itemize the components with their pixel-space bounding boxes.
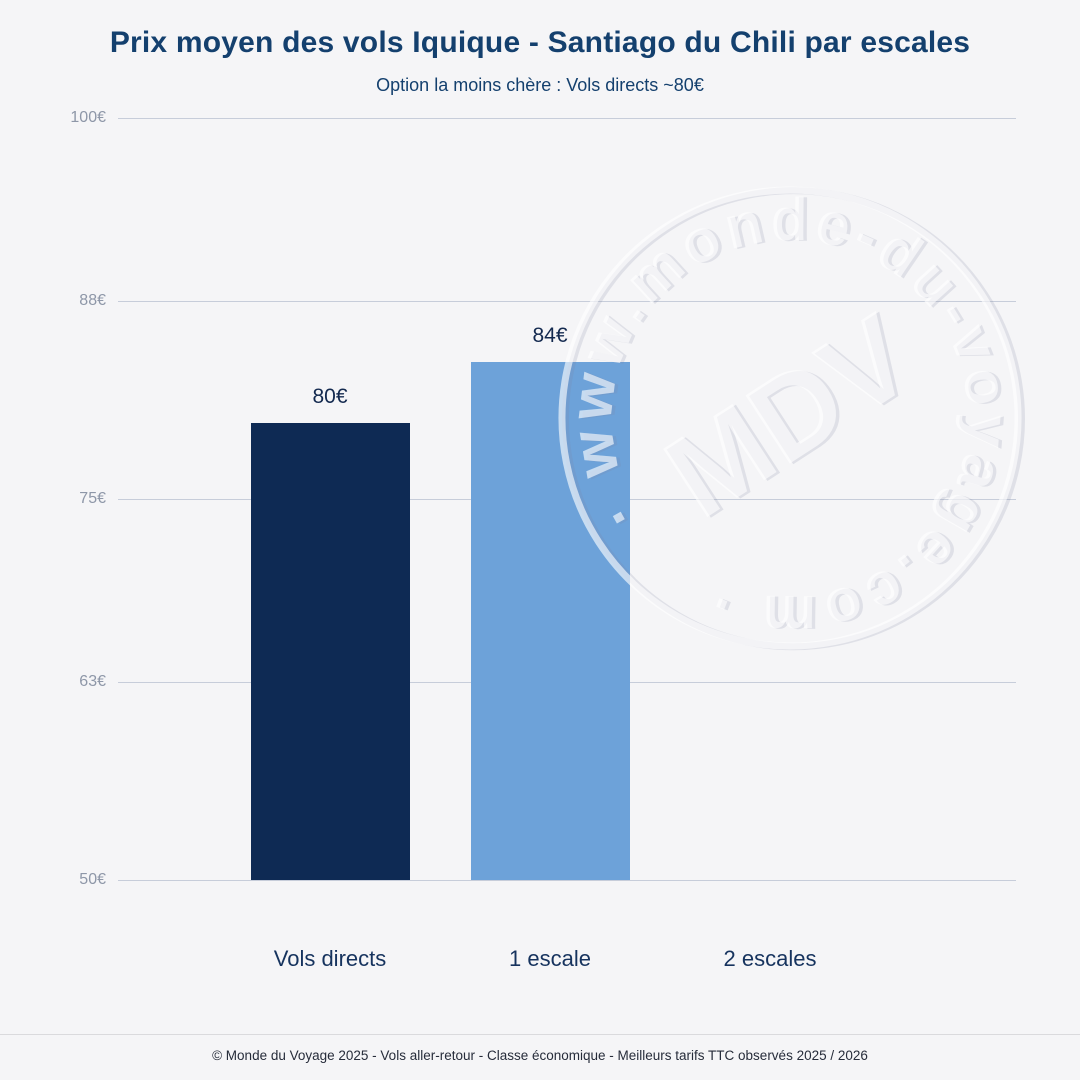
chart-subtitle: Option la moins chère : Vols directs ~80… — [376, 75, 704, 95]
y-axis-tick-label: 100€ — [70, 109, 106, 126]
plot-area: 100€ 88€ 75€ 63€ 50€ 80€ 84€ — [70, 109, 1016, 888]
y-axis-tick-label: 50€ — [79, 871, 106, 888]
x-axis-category-label: 1 escale — [509, 946, 591, 971]
gridline — [118, 118, 1016, 119]
y-axis-tick-label: 88€ — [79, 291, 106, 309]
chart-title: Prix moyen des vols Iquique - Santiago d… — [109, 26, 971, 59]
bar-value-label: 80€ — [312, 384, 348, 408]
footer-text: © Monde du Voyage 2025 - Vols aller-reto… — [212, 1048, 868, 1063]
bar — [250, 422, 410, 880]
gridline — [118, 300, 1016, 302]
x-axis-category-label: Vols directs — [273, 946, 387, 971]
bar — [470, 361, 630, 880]
footer-divider — [0, 1034, 1080, 1035]
x-axis-category-row: Vols directs 1 escale 2 escales — [0, 946, 1080, 982]
y-axis-tick-label: 63€ — [79, 672, 106, 690]
x-axis-category-label: 2 escales — [723, 946, 817, 971]
gridline — [118, 880, 1016, 881]
bar-value-label: 84€ — [532, 323, 568, 347]
y-axis-tick-label: 75€ — [79, 490, 106, 507]
